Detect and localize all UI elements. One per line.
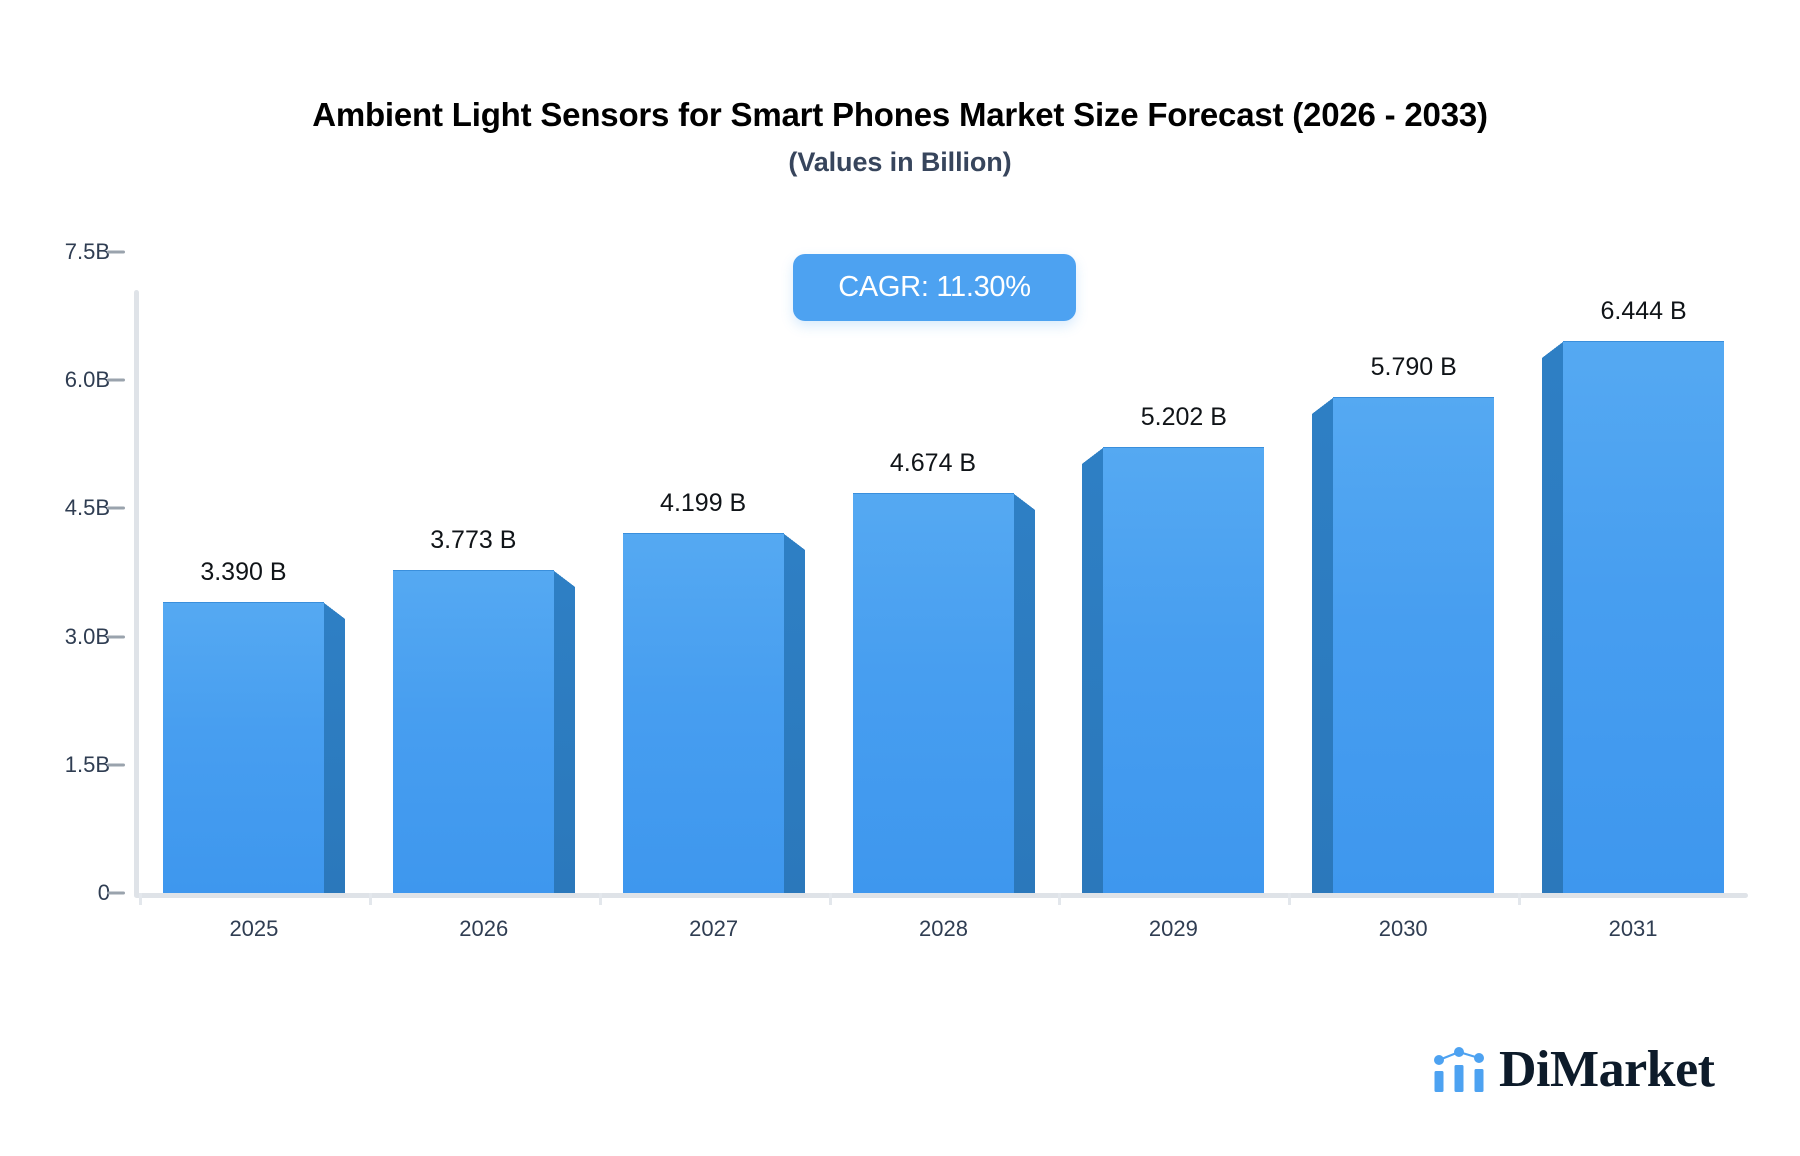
x-tick-label: 2030	[1378, 916, 1428, 941]
bar-front-face	[392, 569, 554, 893]
bar[interactable]: 4.199 B	[622, 489, 805, 893]
x-axis-line	[134, 893, 1748, 898]
bar-chart-icon	[1434, 1047, 1484, 1092]
bar-value-label: 3.390 B	[200, 558, 287, 587]
bar[interactable]: 5.202 B	[1082, 403, 1265, 893]
y-tick-label: 6.0B	[64, 367, 110, 393]
bar[interactable]: 5.790 B	[1312, 353, 1495, 893]
y-tick-mark	[107, 891, 125, 895]
x-tick-mark	[139, 893, 142, 905]
y-tick-mark	[107, 506, 125, 510]
bar-front-face	[1563, 341, 1725, 893]
bar-top-bevel	[1542, 342, 1564, 359]
bar-value-label: 3.773 B	[430, 525, 517, 554]
logo-text: DiMarket	[1499, 1041, 1715, 1098]
bar-side-face	[553, 586, 575, 893]
bar-front-face	[852, 492, 1014, 893]
x-tick-mark	[368, 893, 372, 905]
bar-front-face	[622, 533, 784, 893]
x-tick-mark	[1518, 893, 1522, 905]
cagr-badge: CAGR: 11.30%	[793, 254, 1076, 321]
bar-top-bevel	[323, 603, 345, 620]
bar[interactable]: 4.674 B	[852, 449, 1035, 893]
bar[interactable]: 6.444 B	[1542, 297, 1725, 893]
bar-side-face	[783, 550, 805, 893]
bar-top-bevel	[553, 570, 575, 587]
brand-logo: DiMarket	[1432, 1041, 1715, 1098]
title-block: Ambient Light Sensors for Smart Phones M…	[0, 96, 1800, 178]
bar-value-label: 5.790 B	[1370, 353, 1457, 382]
x-tick-label: 2028	[919, 916, 968, 941]
x-tick-label: 2031	[1608, 916, 1658, 941]
chart-title: Ambient Light Sensors for Smart Phones M…	[312, 96, 1488, 133]
bar-side-face	[1542, 358, 1564, 893]
bar-top-bevel	[1312, 398, 1334, 415]
y-tick-label: 7.5B	[64, 239, 110, 264]
y-tick-label: 0	[97, 880, 110, 905]
y-tick-label: 3.0B	[64, 623, 110, 649]
y-tick-mark	[107, 635, 125, 639]
y-tick-mark	[107, 378, 125, 382]
bar-top-bevel	[783, 534, 805, 551]
y-tick-label: 1.5B	[64, 751, 110, 777]
y-tick-label: 4.5B	[64, 495, 110, 521]
bar[interactable]: 3.773 B	[392, 526, 575, 893]
chart-subtitle: (Values in Billion)	[788, 146, 1012, 177]
bar-value-label: 4.199 B	[660, 489, 747, 518]
x-tick-label: 2027	[689, 916, 739, 941]
y-tick-mark	[107, 250, 125, 254]
bar-value-label: 5.202 B	[1140, 403, 1227, 432]
bar-side-face	[1013, 509, 1035, 893]
x-tick-mark	[1288, 893, 1292, 905]
cagr-badge-label: CAGR: 11.30%	[838, 271, 1031, 303]
x-tick-mark	[598, 893, 602, 905]
bar-side-face	[1312, 414, 1334, 893]
bar-value-label: 6.444 B	[1600, 297, 1687, 326]
x-tick-mark	[828, 893, 832, 905]
bar-side-face	[323, 619, 345, 893]
x-tick-mark	[1058, 893, 1062, 905]
bar-side-face	[1082, 464, 1104, 893]
y-axis-line	[134, 290, 139, 897]
x-tick-label: 2026	[459, 916, 509, 941]
y-tick-mark	[107, 763, 125, 767]
bar-top-bevel	[1013, 493, 1035, 510]
bar[interactable]: 3.390 B	[162, 558, 345, 893]
x-tick-label: 2029	[1148, 916, 1198, 941]
bar-top-bevel	[1082, 448, 1104, 465]
bar-front-face	[1333, 397, 1495, 893]
x-tick-label: 2025	[229, 916, 279, 941]
bar-value-label: 4.674 B	[889, 448, 977, 477]
bar-front-face	[162, 602, 324, 893]
bar-front-face	[1103, 447, 1265, 893]
